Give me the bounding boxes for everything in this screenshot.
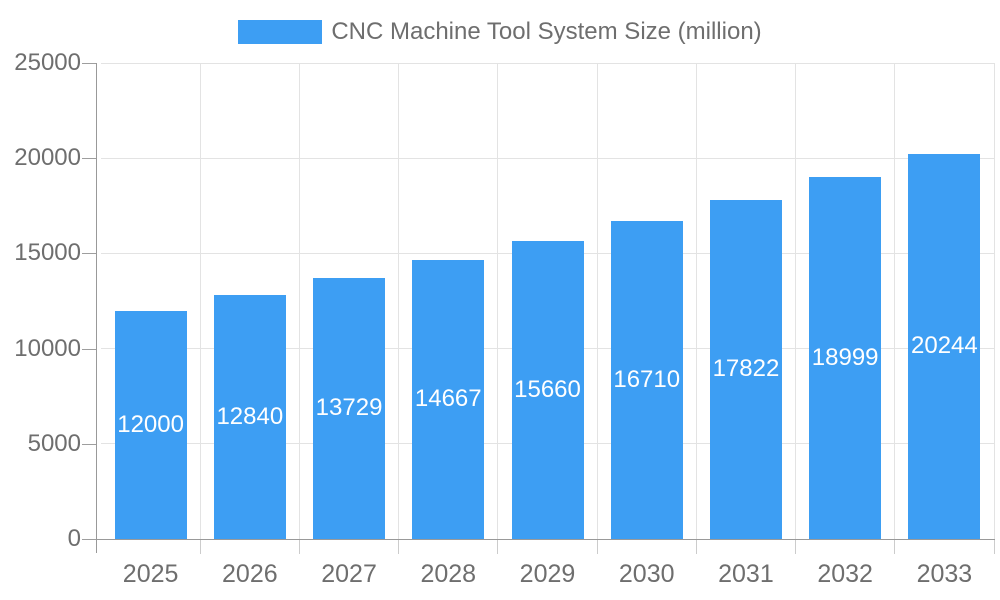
x-axis-tick — [894, 540, 896, 554]
grid-line-vertical — [894, 63, 896, 539]
x-axis-tick-label: 2025 — [122, 560, 179, 588]
grid-line-vertical — [398, 63, 400, 539]
legend-label[interactable]: CNC Machine Tool System Size (million) — [331, 18, 762, 45]
bar-2030[interactable]: 16710 — [610, 220, 683, 539]
x-axis-tick — [398, 540, 400, 554]
y-axis-tick-label: 20000 — [14, 144, 81, 172]
bar-value-label: 12000 — [117, 410, 184, 438]
y-axis-labels: 0 5000 10000 15000 20000 25000 — [0, 50, 81, 552]
bar-2031[interactable]: 17822 — [709, 199, 782, 539]
bar-value-label: 12840 — [216, 402, 284, 430]
grid-line-vertical — [199, 63, 201, 539]
y-axis-line — [96, 63, 97, 553]
grid-line-vertical — [596, 63, 598, 539]
bar-2026[interactable]: 12840 — [213, 294, 286, 539]
x-axis-tick-label: 2033 — [916, 560, 973, 588]
y-axis-tick-label: 0 — [67, 525, 81, 552]
plot-area: 12000 12840 13729 14667 15660 16710 17822 18999… — [101, 62, 995, 539]
x-axis-tick — [695, 540, 697, 554]
bar-value-label: 13729 — [315, 394, 383, 422]
y-axis-tick — [82, 63, 96, 64]
y-axis-tick — [82, 348, 96, 350]
x-axis-tick-label: 2029 — [519, 560, 576, 588]
grid-line-vertical — [497, 63, 499, 539]
x-axis-tick-label: 2027 — [321, 560, 377, 588]
bar-value-label: 18999 — [811, 344, 879, 372]
x-axis-tick-label: 2031 — [718, 560, 774, 588]
x-axis-tick — [298, 540, 300, 554]
y-axis-tick-label: 5000 — [27, 429, 81, 457]
y-axis-tick — [82, 253, 96, 255]
y-axis-tick — [82, 443, 96, 445]
y-axis-tick — [82, 539, 96, 540]
x-axis-tick-label: 2032 — [817, 560, 873, 588]
y-axis-tick-label: 15000 — [14, 239, 81, 267]
grid-line-vertical — [298, 63, 300, 539]
grid-line-horizontal — [101, 62, 994, 64]
grid-line-vertical — [993, 63, 995, 539]
bar-value-label: 16710 — [613, 365, 681, 393]
y-axis-tick — [82, 158, 96, 160]
bar-value-label: 15660 — [514, 375, 581, 403]
bar-2029[interactable]: 15660 — [511, 240, 584, 539]
bar-2028[interactable]: 14667 — [412, 259, 485, 539]
bar-value-label: 17822 — [712, 355, 780, 383]
x-axis-tick-label: 2026 — [222, 560, 278, 588]
x-axis-tick — [795, 540, 797, 554]
x-axis-labels: 2025 2026 2027 2028 2029 2030 2031 2032 2033 — [101, 561, 994, 589]
legend-swatch[interactable] — [238, 20, 323, 44]
y-axis-tick-label: 10000 — [14, 334, 81, 362]
grid-line-vertical — [795, 63, 797, 539]
x-axis-tick-label: 2028 — [420, 560, 477, 588]
x-axis-line — [96, 539, 995, 540]
bar-value-label: 14667 — [414, 385, 482, 413]
bar-2033[interactable]: 20244 — [908, 153, 981, 539]
bar-value-label: 20244 — [911, 332, 978, 360]
bar-2027[interactable]: 13729 — [313, 277, 386, 539]
x-axis-tick — [596, 540, 598, 554]
y-axis-tick-label: 25000 — [14, 49, 81, 76]
x-axis-tick — [993, 540, 995, 554]
chart-legend: CNC Machine Tool System Size (million) — [0, 19, 1000, 45]
bar-2025[interactable]: 12000 — [114, 310, 187, 539]
x-axis-tick — [497, 540, 499, 554]
bar-2032[interactable]: 18999 — [809, 177, 882, 539]
x-axis-tick — [199, 540, 201, 554]
grid-line-horizontal — [101, 157, 994, 159]
grid-line-vertical — [695, 63, 697, 539]
x-axis-tick-label: 2030 — [618, 560, 675, 588]
